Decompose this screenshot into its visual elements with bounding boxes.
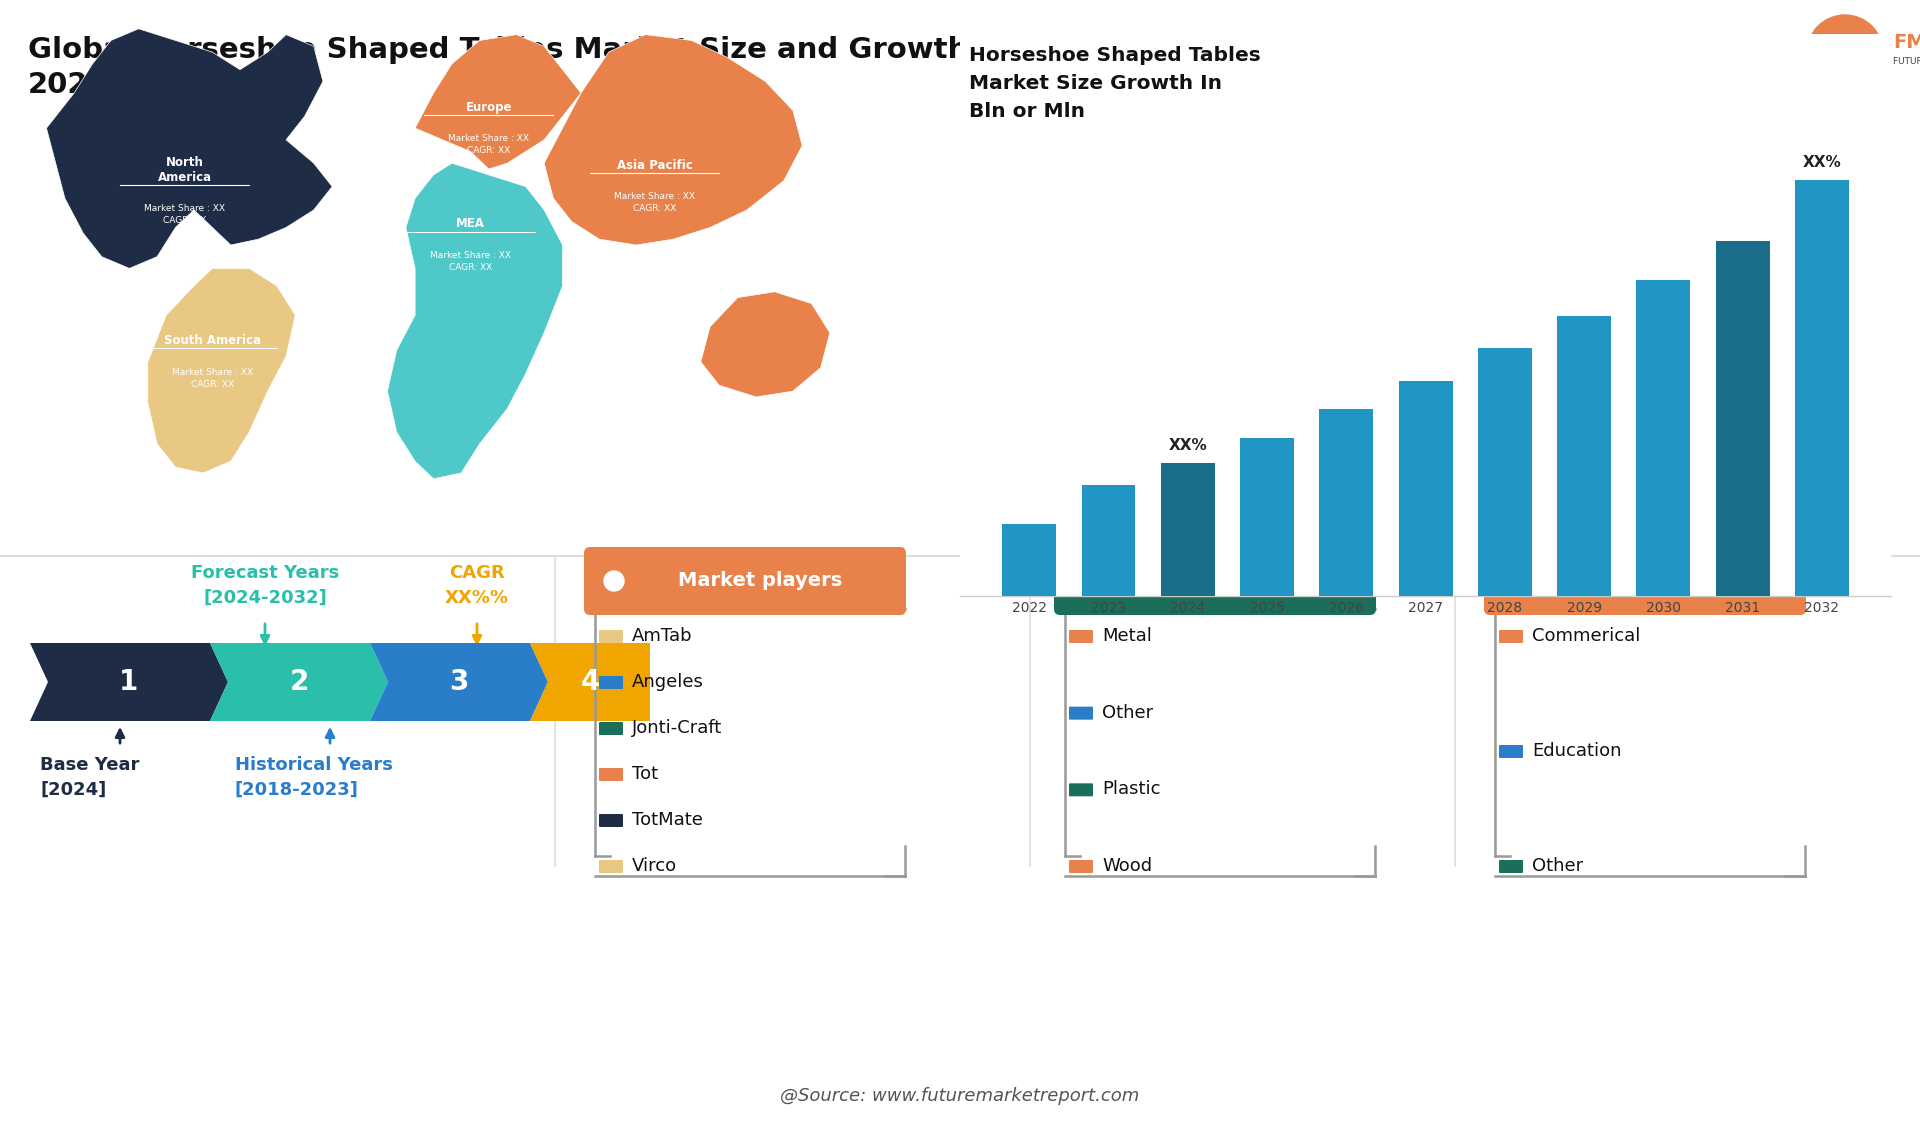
FancyBboxPatch shape — [599, 630, 622, 643]
Text: Wood: Wood — [1102, 857, 1152, 876]
Bar — [1162, 463, 1215, 596]
FancyBboxPatch shape — [599, 676, 622, 689]
Text: South America: South America — [163, 335, 261, 347]
Polygon shape — [530, 643, 651, 721]
Text: TotMate: TotMate — [632, 811, 703, 829]
Text: Market players: Market players — [678, 572, 843, 590]
Text: 4: 4 — [580, 668, 599, 696]
Text: By application: By application — [1582, 572, 1738, 590]
Text: Market Share : XX
CAGR: XX: Market Share : XX CAGR: XX — [449, 134, 530, 155]
Text: Other: Other — [1532, 857, 1584, 876]
Text: North
America: North America — [157, 156, 211, 183]
Text: 2024-2032: 2024-2032 — [29, 71, 202, 99]
Circle shape — [1503, 571, 1524, 591]
Text: Education: Education — [1532, 741, 1622, 760]
Text: Horseshoe Shaped Tables
Market Size Growth In
Bln or Mln: Horseshoe Shaped Tables Market Size Grow… — [970, 46, 1261, 120]
Text: 🌿: 🌿 — [1837, 34, 1853, 62]
Polygon shape — [543, 34, 803, 245]
Bar — [1398, 380, 1453, 596]
FancyBboxPatch shape — [1500, 860, 1523, 873]
Text: Europe: Europe — [465, 101, 513, 113]
Bar — [1636, 281, 1690, 596]
Text: Market Share : XX
CAGR: XX: Market Share : XX CAGR: XX — [144, 204, 225, 225]
Text: FUTURE MARKET REPORT: FUTURE MARKET REPORT — [1893, 56, 1920, 65]
Text: Forecast Years
[2024-2032]: Forecast Years [2024-2032] — [190, 564, 340, 607]
Bar — [1716, 241, 1770, 596]
FancyBboxPatch shape — [584, 547, 906, 615]
Circle shape — [1807, 15, 1884, 91]
Text: @Source: www.futuremarketreport.com: @Source: www.futuremarketreport.com — [780, 1088, 1140, 1105]
Text: 3: 3 — [449, 668, 468, 696]
Text: Plastic: Plastic — [1102, 780, 1160, 799]
Text: MEA: MEA — [455, 218, 486, 230]
FancyBboxPatch shape — [599, 814, 622, 827]
Text: CAGR
XX%%: CAGR XX%% — [445, 564, 509, 607]
Bar — [1478, 348, 1532, 596]
FancyBboxPatch shape — [1500, 630, 1523, 643]
FancyBboxPatch shape — [599, 768, 622, 782]
Bar — [1557, 316, 1611, 596]
Text: Asia Pacific: Asia Pacific — [616, 159, 693, 172]
FancyBboxPatch shape — [1069, 860, 1092, 873]
Polygon shape — [46, 29, 332, 268]
FancyBboxPatch shape — [599, 722, 622, 735]
Polygon shape — [701, 292, 829, 397]
FancyBboxPatch shape — [1069, 630, 1092, 643]
Text: 2: 2 — [290, 668, 309, 696]
Text: Virco: Virco — [632, 857, 678, 876]
FancyBboxPatch shape — [1069, 784, 1092, 796]
Text: Angeles: Angeles — [632, 673, 705, 691]
Polygon shape — [388, 163, 563, 479]
Polygon shape — [371, 643, 547, 721]
Bar — [1002, 524, 1056, 596]
Text: Base Year
[2024]: Base Year [2024] — [40, 756, 140, 799]
FancyBboxPatch shape — [599, 860, 622, 873]
Bar — [1240, 438, 1294, 596]
Text: Historical Years
[2018-2023]: Historical Years [2018-2023] — [234, 756, 394, 799]
Text: Commerical: Commerical — [1532, 627, 1640, 645]
Polygon shape — [415, 34, 582, 170]
Text: AmTab: AmTab — [632, 627, 693, 645]
Text: XX%: XX% — [1169, 438, 1208, 454]
Text: Market Share : XX
CAGR: XX: Market Share : XX CAGR: XX — [614, 193, 695, 213]
Bar — [1081, 485, 1135, 596]
Polygon shape — [209, 643, 388, 721]
Text: Market Share : XX
CAGR: XX: Market Share : XX CAGR: XX — [430, 251, 511, 272]
Circle shape — [605, 571, 624, 591]
FancyBboxPatch shape — [1069, 707, 1092, 720]
Text: Market Share : XX
CAGR: XX: Market Share : XX CAGR: XX — [173, 368, 253, 388]
Polygon shape — [148, 268, 296, 473]
Polygon shape — [31, 643, 228, 721]
FancyBboxPatch shape — [1054, 547, 1377, 615]
Text: Jonti-Craft: Jonti-Craft — [632, 719, 722, 737]
Text: Tot: Tot — [632, 766, 659, 783]
Text: Global Horseshoe Shaped Tables Market Size and Growth | CAGR Forecast: Global Horseshoe Shaped Tables Market Si… — [29, 36, 1240, 65]
FancyBboxPatch shape — [1484, 547, 1807, 615]
Text: Metal: Metal — [1102, 627, 1152, 645]
Circle shape — [1073, 571, 1094, 591]
Bar — [1795, 180, 1849, 596]
Text: Other: Other — [1102, 704, 1154, 722]
Text: XX%: XX% — [1803, 155, 1841, 170]
Text: 1: 1 — [119, 668, 138, 696]
Text: By type: By type — [1188, 572, 1271, 590]
FancyBboxPatch shape — [1500, 745, 1523, 758]
Bar — [1319, 409, 1373, 596]
Text: FMR: FMR — [1893, 33, 1920, 53]
